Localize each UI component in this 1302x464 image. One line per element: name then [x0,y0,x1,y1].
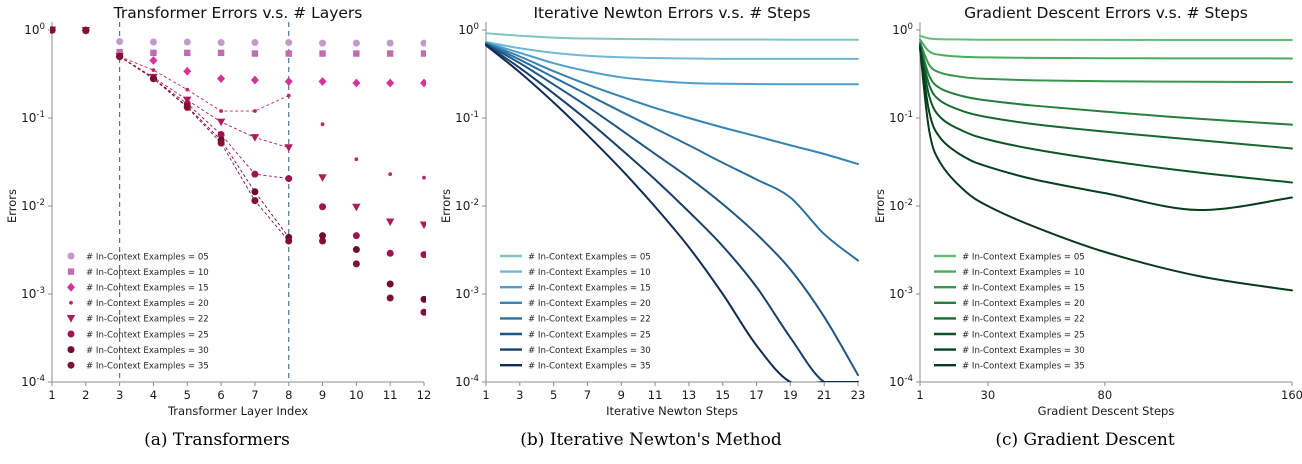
svg-text:Transformer Layer Index: Transformer Layer Index [167,404,308,418]
caption-b: (b) Iterative Newton's Method [520,430,782,450]
svg-text:100: 100 [24,22,45,37]
svg-text:4: 4 [150,388,157,402]
svg-text:Errors: Errors [439,189,453,223]
chart-gradient-descent: Gradient Descent Errors v.s. # Steps 100 1… [873,4,1302,418]
svg-text:3: 3 [116,388,123,402]
svg-text:10-4: 10-4 [21,374,45,389]
svg-text:15: 15 [715,388,730,402]
svg-text:80: 80 [1098,388,1113,402]
svg-text:5: 5 [550,388,557,402]
svg-text:# In-Context Examples = 05: # In-Context Examples = 05 [86,252,209,262]
svg-text:# In-Context Examples = 20: # In-Context Examples = 20 [962,299,1085,309]
svg-text:1: 1 [482,388,489,402]
svg-text:# In-Context Examples = 22: # In-Context Examples = 22 [86,315,209,325]
caption-c: (c) Gradient Descent [995,430,1175,450]
svg-text:10-3: 10-3 [889,286,913,301]
svg-text:10-4: 10-4 [455,374,479,389]
svg-text:# In-Context Examples = 30: # In-Context Examples = 30 [962,346,1085,356]
svg-text:# In-Context Examples = 20: # In-Context Examples = 20 [86,299,209,309]
svg-text:# In-Context Examples = 15: # In-Context Examples = 15 [528,284,651,294]
svg-text:Gradient Descent Errors v.s. #: Gradient Descent Errors v.s. # Steps [964,4,1248,22]
svg-text:# In-Context Examples = 05: # In-Context Examples = 05 [528,252,651,262]
svg-text:Gradient Descent Steps: Gradient Descent Steps [1038,404,1175,418]
svg-text:10-1: 10-1 [455,110,479,125]
svg-text:Errors: Errors [5,189,19,223]
svg-text:10: 10 [349,388,364,402]
svg-text:160: 160 [1281,388,1302,402]
svg-text:11: 11 [383,388,398,402]
svg-text:12: 12 [417,388,432,402]
panel-iterative-newton: Iterative Newton Errors v.s. # Steps 100 1… [434,0,868,420]
svg-text:9: 9 [618,388,625,402]
svg-text:19: 19 [783,388,798,402]
svg-text:# In-Context Examples = 22: # In-Context Examples = 22 [528,315,651,325]
svg-text:7: 7 [584,388,591,402]
svg-text:1: 1 [916,388,923,402]
svg-text:1: 1 [48,388,55,402]
svg-text:Errors: Errors [873,189,887,223]
svg-text:7: 7 [251,388,258,402]
svg-text:17: 17 [749,388,764,402]
caption-row: (a) Transformers (b) Iterative Newton's … [0,420,1302,464]
svg-text:8: 8 [285,388,292,402]
svg-text:10-2: 10-2 [889,198,913,213]
svg-text:10-3: 10-3 [21,286,45,301]
svg-text:3: 3 [516,388,523,402]
svg-text:10-4: 10-4 [889,374,913,389]
svg-text:10-2: 10-2 [455,198,479,213]
svg-text:# In-Context Examples = 30: # In-Context Examples = 30 [86,346,209,356]
svg-text:11: 11 [648,388,663,402]
svg-text:# In-Context Examples = 35: # In-Context Examples = 35 [962,362,1085,372]
svg-text:23: 23 [851,388,866,402]
svg-text:# In-Context Examples = 05: # In-Context Examples = 05 [962,252,1085,262]
svg-text:# In-Context Examples = 25: # In-Context Examples = 25 [86,330,209,340]
svg-text:Transformer Errors v.s. # Laye: Transformer Errors v.s. # Layers [113,4,363,22]
svg-text:10-1: 10-1 [21,110,45,125]
svg-text:# In-Context Examples = 15: # In-Context Examples = 15 [962,284,1085,294]
svg-text:# In-Context Examples = 35: # In-Context Examples = 35 [528,362,651,372]
chart-transformers: Transformer Errors v.s. # Layers 100 10-1 1… [5,4,432,418]
svg-text:100: 100 [892,22,913,37]
svg-text:Iterative Newton Errors v.s. #: Iterative Newton Errors v.s. # Steps [533,4,810,22]
svg-text:9: 9 [319,388,326,402]
svg-text:# In-Context Examples = 10: # In-Context Examples = 10 [86,268,209,278]
svg-text:# In-Context Examples = 25: # In-Context Examples = 25 [962,330,1085,340]
svg-text:# In-Context Examples = 35: # In-Context Examples = 35 [86,362,209,372]
svg-text:# In-Context Examples = 10: # In-Context Examples = 10 [962,268,1085,278]
svg-text:# In-Context Examples = 10: # In-Context Examples = 10 [528,268,651,278]
svg-text:21: 21 [817,388,832,402]
svg-text:5: 5 [184,388,191,402]
svg-text:10-1: 10-1 [889,110,913,125]
svg-text:30: 30 [981,388,996,402]
panel-gradient-descent: Gradient Descent Errors v.s. # Steps 100 1… [868,0,1302,420]
svg-text:# In-Context Examples = 30: # In-Context Examples = 30 [528,346,651,356]
svg-text:# In-Context Examples = 25: # In-Context Examples = 25 [528,330,651,340]
svg-text:2: 2 [82,388,89,402]
svg-text:# In-Context Examples = 15: # In-Context Examples = 15 [86,284,209,294]
svg-text:Iterative Newton Steps: Iterative Newton Steps [606,404,738,418]
chart-iterative-newton: Iterative Newton Errors v.s. # Steps 100 1… [439,4,866,418]
svg-text:10-3: 10-3 [455,286,479,301]
svg-text:13: 13 [682,388,697,402]
panel-transformers: Transformer Errors v.s. # Layers 100 10-1 1… [0,0,434,420]
svg-text:6: 6 [217,388,224,402]
svg-text:100: 100 [458,22,479,37]
svg-text:# In-Context Examples = 22: # In-Context Examples = 22 [962,315,1085,325]
caption-a: (a) Transformers [144,430,290,450]
svg-text:# In-Context Examples = 20: # In-Context Examples = 20 [528,299,651,309]
svg-text:10-2: 10-2 [21,198,45,213]
